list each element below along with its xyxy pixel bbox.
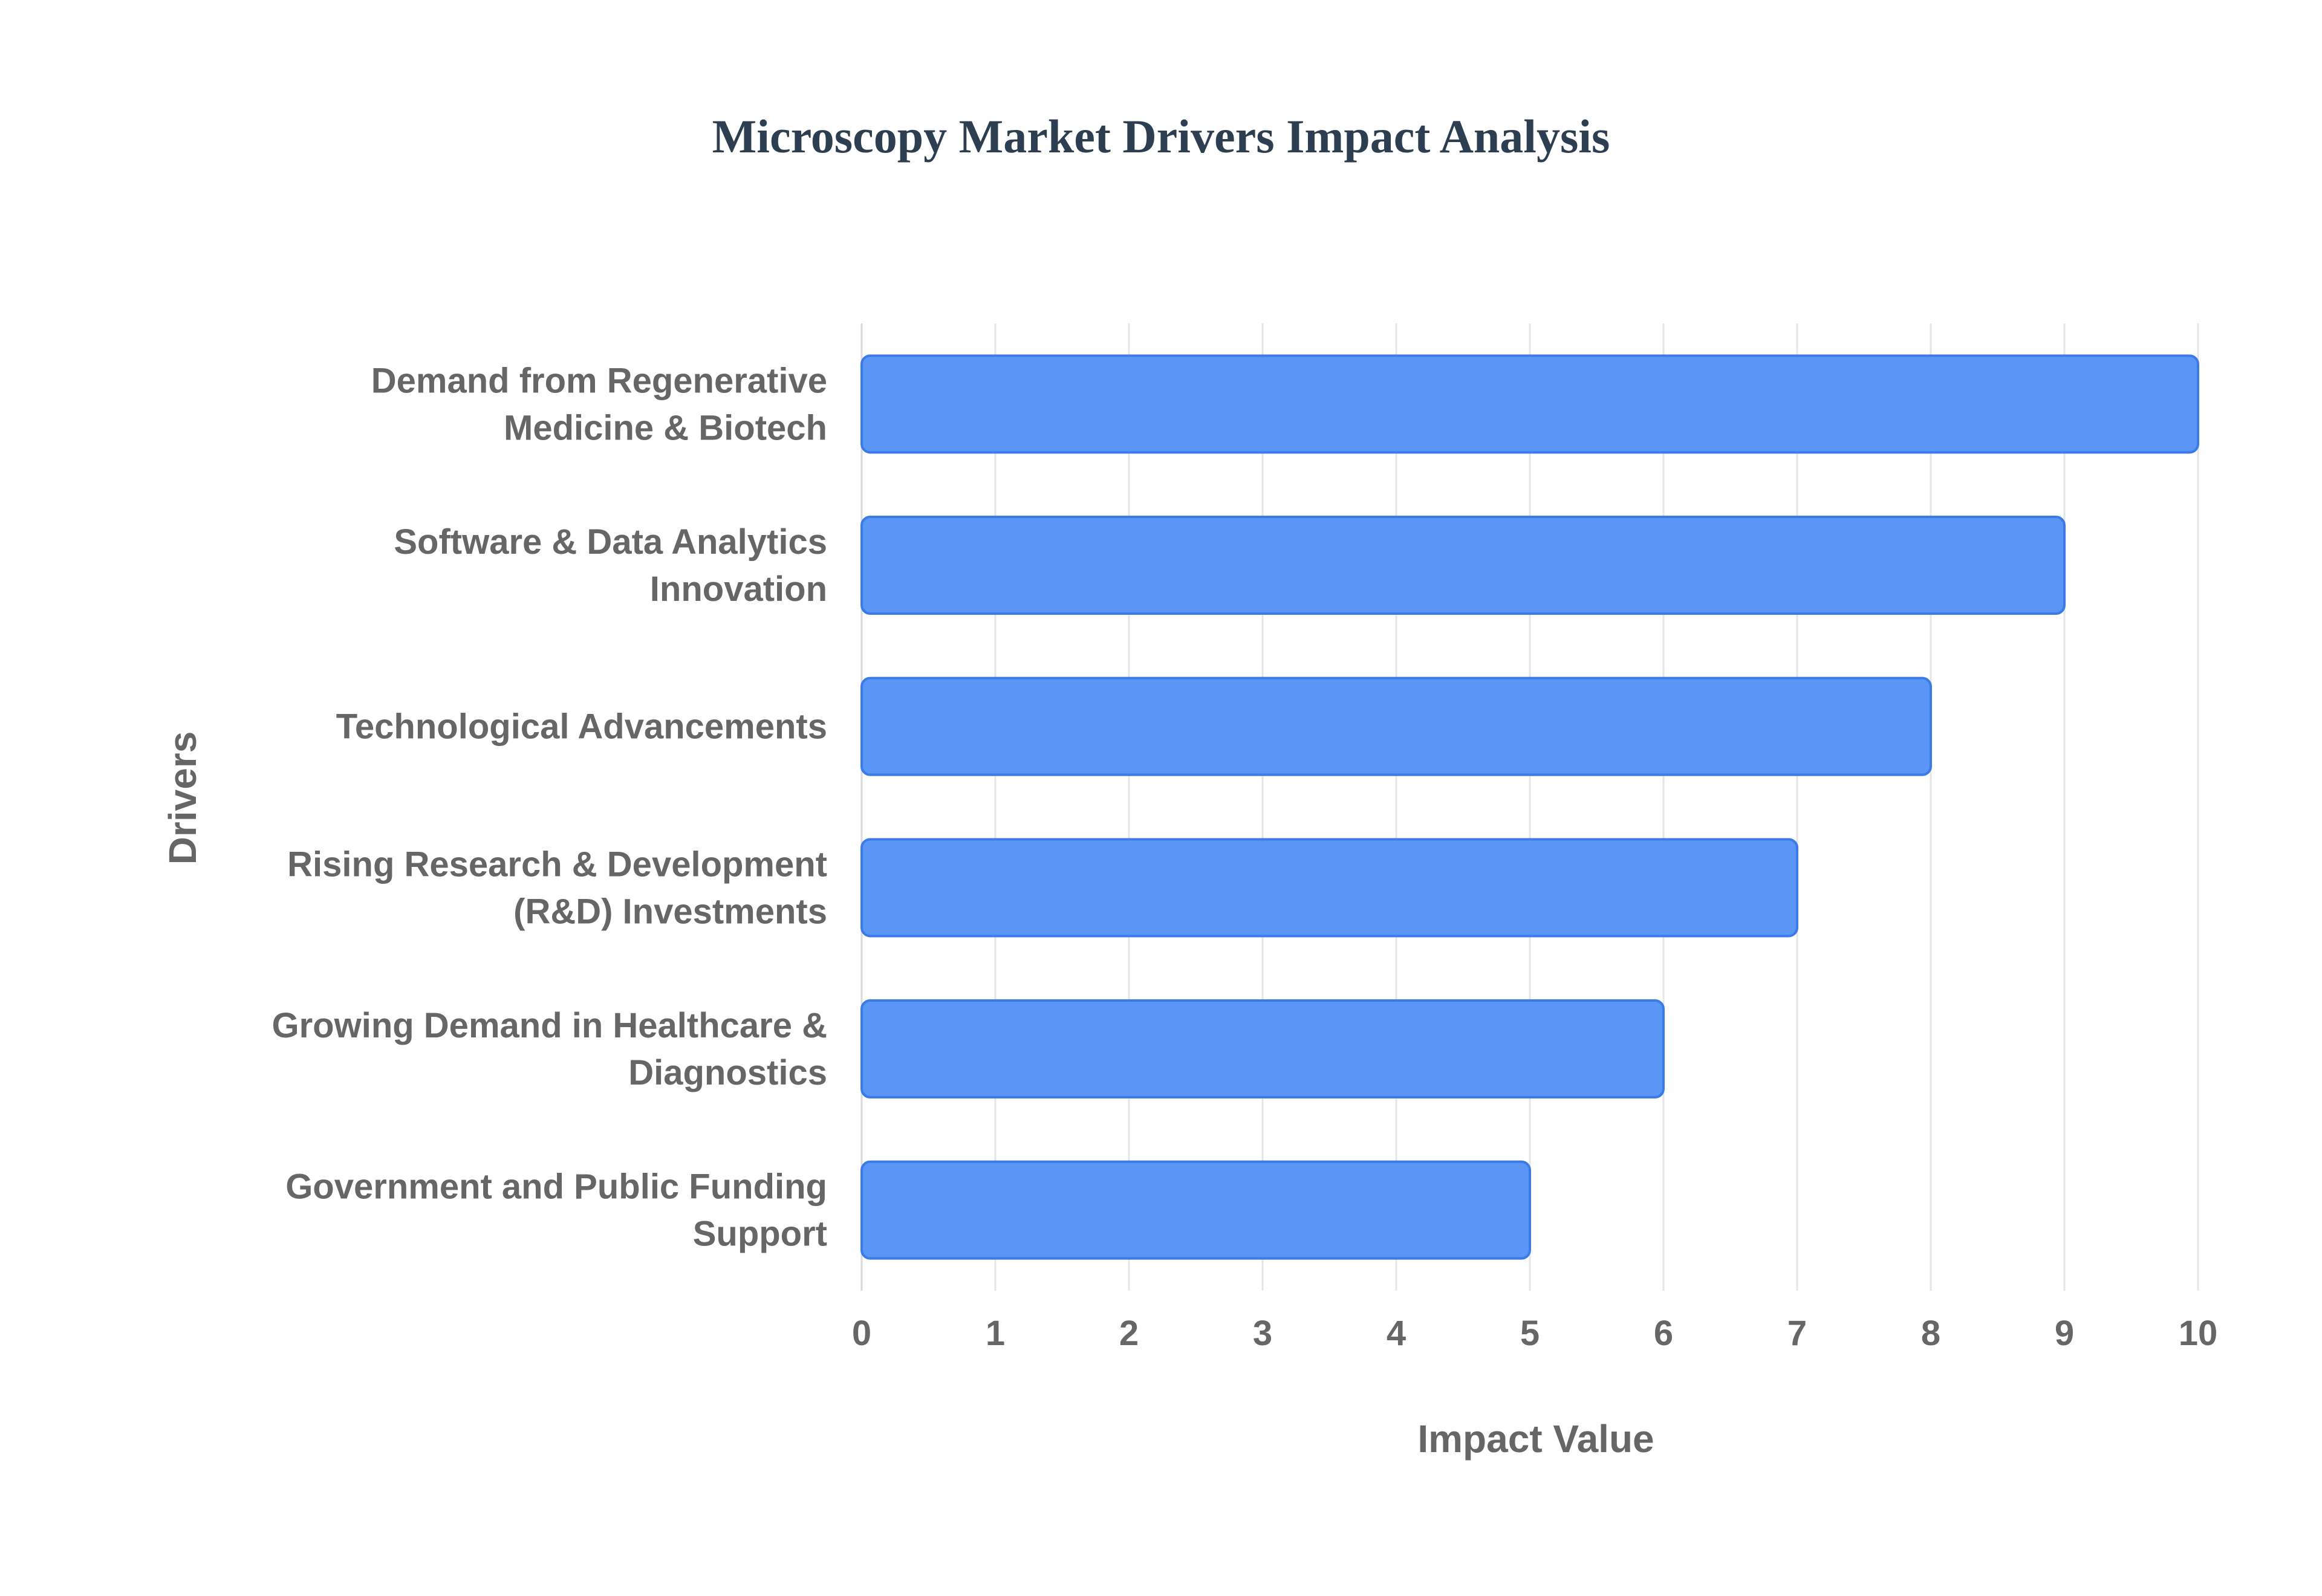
gridlines — [860, 323, 2199, 1291]
x-tick-label: 5 — [1520, 1314, 1540, 1353]
category-label: Government and Public Funding Support — [285, 1167, 827, 1254]
bars — [860, 354, 2199, 1260]
bar[interactable] — [860, 516, 2066, 615]
category-label: Demand from Regenerative Medicine & Biote… — [371, 361, 827, 447]
x-tick-label: 0 — [852, 1314, 871, 1353]
category-label: Growing Demand in Healthcare & Diagnostic… — [272, 1006, 827, 1092]
x-axis-title: Impact Value — [1417, 1417, 1654, 1461]
x-tick-label: 4 — [1387, 1314, 1406, 1353]
y-axis-title: Drivers — [161, 731, 204, 865]
category-labels: Demand from Regenerative Medicine & Biote… — [272, 361, 827, 1253]
category-label: Software & Data Analytics Innovation — [394, 522, 827, 609]
bar[interactable] — [860, 676, 1932, 776]
bar[interactable] — [860, 838, 1798, 938]
x-tick-label: 10 — [2179, 1314, 2218, 1353]
category-label: Technological Advancements — [336, 707, 827, 747]
category-label: Rising Research & Development (R&D) Inves… — [287, 845, 827, 931]
x-tick-label: 3 — [1253, 1314, 1272, 1353]
x-tick-label: 9 — [2055, 1314, 2074, 1353]
bar[interactable] — [860, 1160, 1531, 1260]
x-tick-label: 8 — [1921, 1314, 1940, 1353]
bar[interactable] — [860, 354, 2199, 454]
chart-title: Microscopy Market Drivers Impact Analysi… — [712, 110, 1610, 163]
x-tick-label: 7 — [1787, 1314, 1807, 1353]
x-tick-labels: 0 1 2 3 4 5 6 7 8 9 10 — [852, 1314, 2217, 1353]
x-tick-label: 6 — [1654, 1314, 1673, 1353]
x-tick-label: 2 — [1119, 1314, 1139, 1353]
x-tick-label: 1 — [986, 1314, 1005, 1353]
bar[interactable] — [860, 999, 1665, 1098]
